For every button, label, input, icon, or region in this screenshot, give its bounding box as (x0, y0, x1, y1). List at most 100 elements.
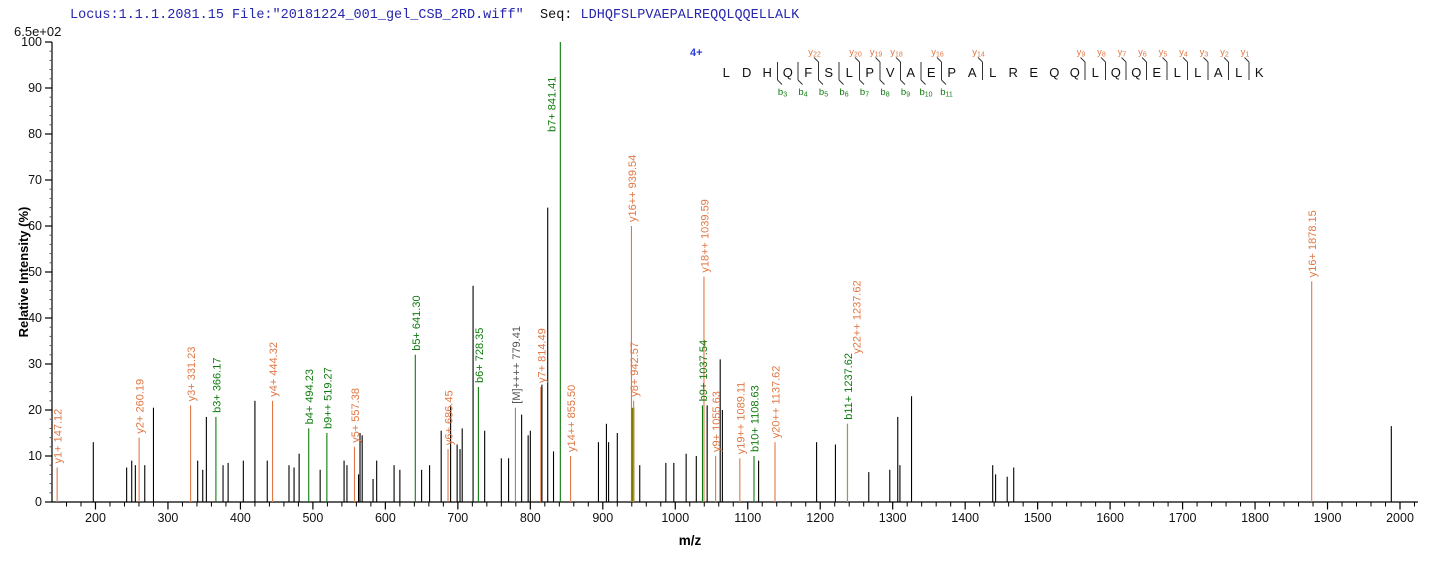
peaks (56, 42, 1392, 502)
b-ion-label: b11 (940, 87, 953, 99)
y-tick-label: 10 (28, 449, 42, 463)
peak-label-b: b7+ 841.41 (546, 77, 558, 132)
peak-label-b: b11+ 1237.62 (843, 353, 855, 420)
y-ion-tick (1141, 57, 1147, 63)
y-ion-tick (1100, 57, 1106, 63)
peak-label-b: b9++ 519.27 (322, 367, 334, 429)
residue-letter: H (763, 65, 772, 80)
y-ion-tick (875, 57, 881, 63)
y-ion-label: y16 (931, 47, 944, 59)
peak-label-y: y7+ 814.49 (536, 328, 548, 383)
y-tick-label: 50 (28, 265, 42, 279)
y-ion-label: y5 (1159, 47, 1168, 59)
peak-label-b: b5+ 641.30 (411, 295, 423, 350)
b-ion-label: b9 (901, 87, 910, 99)
residue-letter: A (968, 65, 977, 80)
b-ion-tick (838, 79, 844, 85)
residue-letter: L (723, 65, 730, 80)
residue-letter: V (886, 65, 895, 80)
b-ion-label: b8 (880, 87, 889, 99)
residue-letter: Q (1070, 65, 1080, 80)
charge-state-label: 4+ (690, 47, 703, 59)
peak-label-y: y5+ 557.38 (350, 388, 362, 443)
x-tick-label: 2000 (1386, 511, 1414, 525)
y-tick-label: 20 (28, 403, 42, 417)
peak-label-y: y20++ 1137.62 (771, 366, 783, 439)
y-ion-tick (1182, 57, 1188, 63)
y-ion-label: y18 (890, 47, 903, 59)
y-ion-tick (1121, 57, 1127, 63)
residue-letter: S (824, 65, 833, 80)
y-ion-tick (1203, 57, 1209, 63)
b-ion-label: b6 (839, 87, 848, 99)
x-tick-label: 1500 (1024, 511, 1052, 525)
y-ion-label: y8 (1097, 47, 1106, 59)
peak-label-y: y16+ 1878.15 (1307, 210, 1319, 277)
peak-label-M: [M]++++ 779.41 (511, 326, 523, 404)
x-tick-label: 1300 (879, 511, 907, 525)
residue-letter: Q (1111, 65, 1121, 80)
b-ion-label: b4 (798, 87, 807, 99)
b-ion-tick (900, 79, 906, 85)
y-tick-label: 70 (28, 173, 42, 187)
b-ion-tick (920, 79, 926, 85)
residue-letter: K (1255, 65, 1264, 80)
b-ion-tick (797, 79, 803, 85)
locus-file-info: Locus:1.1.1.2081.15 File:"20181224_001_g… (70, 8, 524, 23)
x-tick-label: 1600 (1096, 511, 1124, 525)
y-ion-label: y4 (1179, 47, 1188, 59)
peak-label-b: b9+ 1037.54 (698, 340, 710, 401)
header: Locus:1.1.1.2081.15 File:"20181224_001_g… (0, 8, 1436, 26)
y-ion-tick (1080, 57, 1086, 63)
peak-label-b: b10+ 1108.63 (749, 385, 761, 452)
y-tick-label: 60 (28, 219, 42, 233)
b-ion-tick (879, 79, 885, 85)
axes: 200 300 400 500 600 700 800 900 1000 1100 1200 1300… (21, 35, 1418, 525)
b-ion-tick (859, 79, 865, 85)
peak-label-y: y19++ 1089.11 (735, 382, 747, 455)
residue-letter: P (865, 65, 874, 80)
y-ion-tick (895, 57, 901, 63)
x-tick-label: 1000 (661, 511, 689, 525)
x-tick-label: 1800 (1241, 511, 1269, 525)
y-tick-label: 90 (28, 81, 42, 95)
x-tick-label: 500 (302, 511, 323, 525)
residue-letter: L (1235, 65, 1242, 80)
b-ion-tick (818, 79, 824, 85)
y-ion-tick (977, 57, 983, 63)
x-tick-label: 200 (85, 511, 106, 525)
y-ion-label: y2 (1220, 47, 1229, 59)
peak-label-y: y6+ 686.45 (444, 390, 456, 445)
residue-letter: Q (783, 65, 793, 80)
x-tick-label: 1700 (1169, 511, 1197, 525)
x-tick-label: 1900 (1314, 511, 1342, 525)
b-ion-label: b3 (778, 87, 787, 99)
residue-letter: L (1194, 65, 1201, 80)
x-tick-label: 1400 (951, 511, 979, 525)
residue-letter: A (1214, 65, 1223, 80)
residue-letter: A (906, 65, 915, 80)
residue-letter: L (846, 65, 853, 80)
y-ion-label: y22 (808, 47, 821, 59)
peak-label-y: y9+ 1055.63 (711, 391, 723, 452)
residue-letter: Q (1049, 65, 1059, 80)
residue-letter: L (1174, 65, 1181, 80)
max-intensity-label: 6.5e+02 (14, 24, 62, 39)
y-ion-tick (813, 57, 819, 63)
y-tick-label: 0 (35, 495, 42, 509)
x-tick-label: 300 (158, 511, 179, 525)
peak-label-y: y1+ 147.12 (53, 409, 65, 464)
residue-letter: F (804, 65, 812, 80)
x-tick-label: 1100 (734, 511, 761, 525)
peak-label-y: y2+ 260.19 (135, 379, 147, 434)
y-tick-label: 30 (28, 357, 42, 371)
y-tick-label: 40 (28, 311, 42, 325)
b-ion-tick (941, 79, 947, 85)
peak-label-y: y16++ 939.54 (627, 155, 639, 222)
sequence-header: Seq: LDHQFSLPVAEPALREQQLQQELLALK (540, 8, 799, 23)
peak-label-y: y18++ 1039.59 (699, 199, 711, 272)
y-ion-tick (854, 57, 860, 63)
